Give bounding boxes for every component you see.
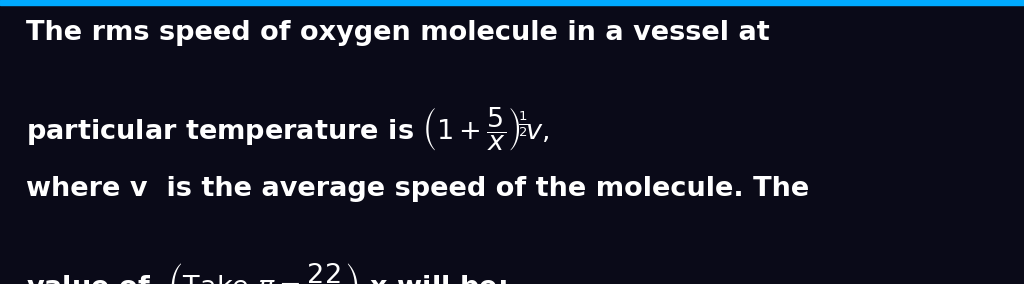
Text: where v  is the average speed of the molecule. The: where v is the average speed of the mole…	[26, 176, 809, 202]
Bar	[0, 0, 1024, 5]
Text: particular temperature is $\left(1 + \dfrac{5}{x}\right)^{\!\frac{1}{2}}\!v,$: particular temperature is $\left(1 + \df…	[26, 105, 550, 153]
Text: The rms speed of oxygen molecule in a vessel at: The rms speed of oxygen molecule in a ve…	[26, 20, 769, 46]
Text: value of  $\left(\mathrm{Take}\ \pi = \dfrac{22}{7}\right)$ x will be:: value of $\left(\mathrm{Take}\ \pi = \df…	[26, 261, 507, 284]
